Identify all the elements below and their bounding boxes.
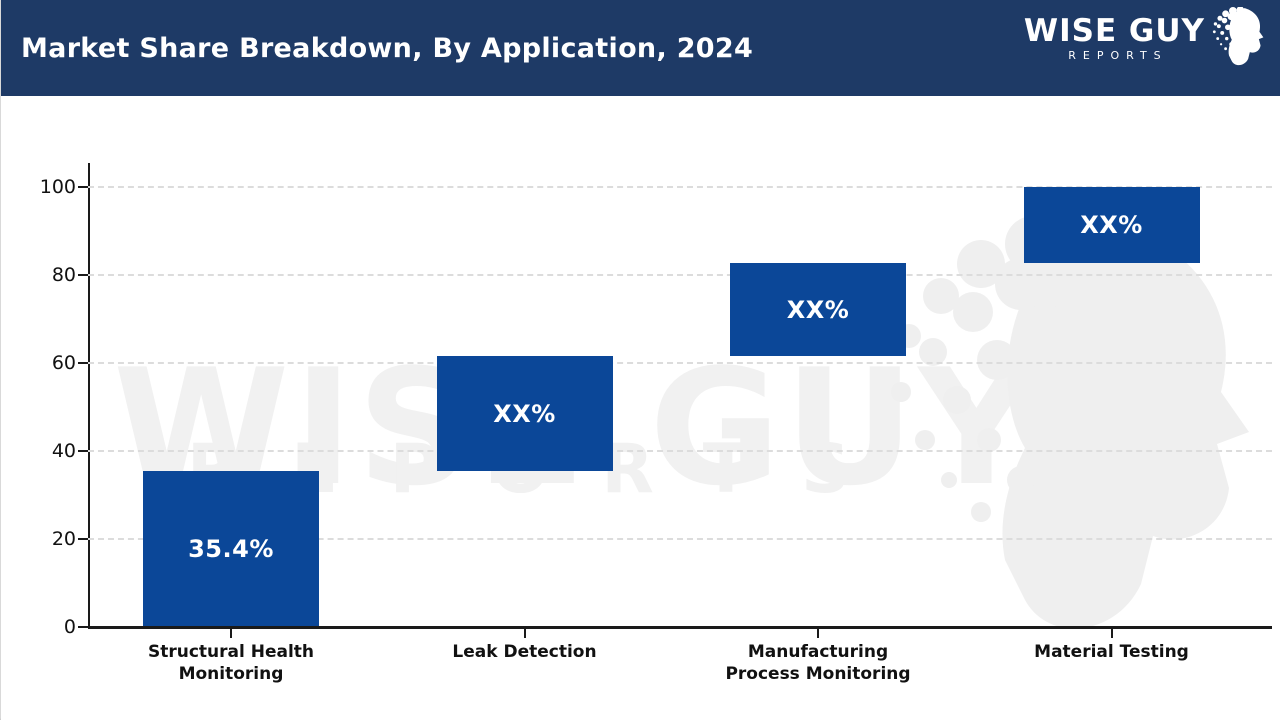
page-title: Market Share Breakdown, By Application, …: [21, 32, 754, 64]
gridline: [88, 273, 1272, 276]
y-tick-mark: [78, 537, 88, 540]
bar-value-label: XX%: [1080, 211, 1143, 240]
y-tick-mark: [78, 625, 88, 628]
gridline: [88, 537, 1272, 540]
bar-value-label: XX%: [493, 399, 556, 428]
gridline: [88, 186, 1272, 189]
category-label: Manufacturing Process Monitoring: [725, 642, 911, 685]
logo-wordmark: WISE GUY REPORTS: [1024, 14, 1205, 62]
bar-value-label: 35.4%: [188, 534, 274, 563]
header-bar: Market Share Breakdown, By Application, …: [1, 0, 1280, 96]
category-label: Material Testing: [1034, 642, 1189, 662]
x-tick-mark: [1110, 629, 1113, 638]
category-label: Structural Health Monitoring: [147, 642, 315, 685]
category-label: Leak Detection: [452, 642, 597, 662]
bar-segment: 35.4%: [143, 470, 319, 627]
logo-name-text: WISE GUY: [1023, 12, 1205, 49]
y-tick-mark: [78, 361, 88, 364]
y-tick-label: 20: [51, 527, 76, 550]
x-tick-mark: [523, 629, 526, 638]
bar-value-label: XX%: [786, 295, 850, 324]
wiseguy-logo: WISE GUY REPORTS: [1024, 7, 1267, 69]
y-tick-mark: [78, 186, 88, 189]
x-tick-mark: [230, 629, 232, 638]
bar-segment: XX%: [436, 356, 613, 471]
gridline: [88, 361, 1272, 364]
gridline: [88, 449, 1272, 452]
y-tick-label: 80: [51, 263, 76, 286]
bar-segment: XX%: [730, 263, 906, 357]
x-axis-line: [88, 626, 1272, 629]
y-tick-mark: [78, 273, 88, 276]
logo-subtitle-text: REPORTS: [1068, 49, 1168, 63]
y-axis-line: [88, 163, 90, 628]
y-tick-label: 100: [39, 176, 76, 199]
bar-segment: XX%: [1023, 187, 1200, 264]
y-tick-mark: [78, 449, 88, 452]
x-tick-mark: [817, 629, 819, 638]
y-tick-label: 0: [63, 615, 76, 638]
y-tick-label: 60: [51, 351, 76, 374]
y-tick-label: 40: [51, 439, 76, 462]
